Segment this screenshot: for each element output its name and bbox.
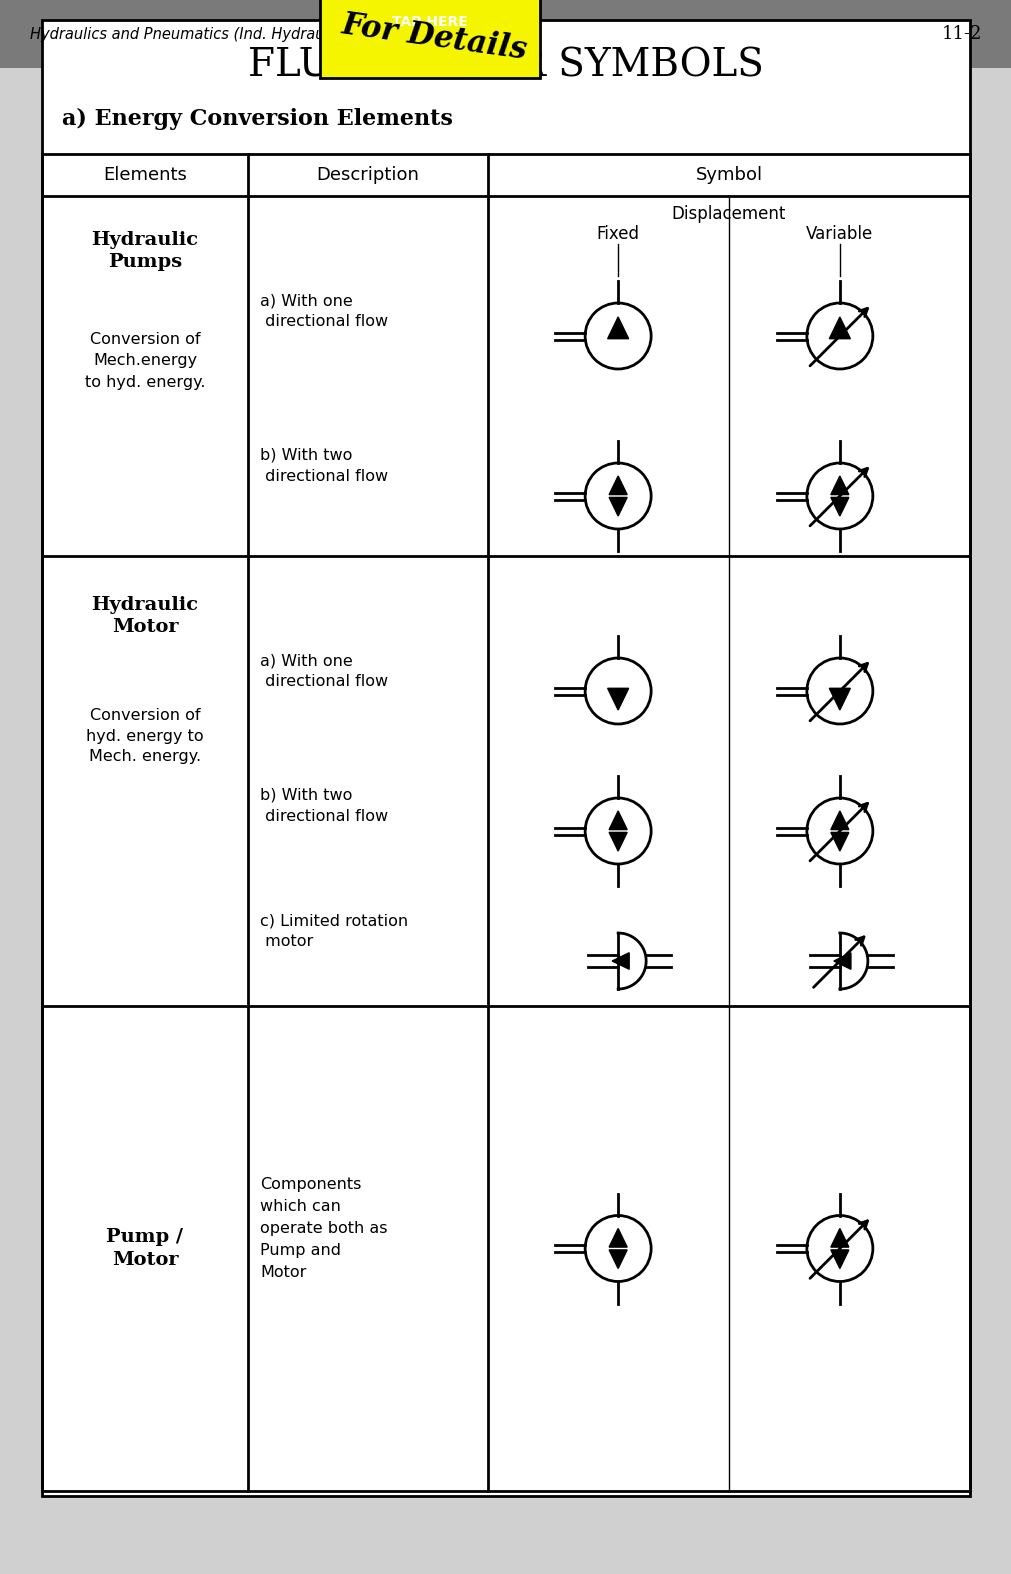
Polygon shape xyxy=(607,688,628,710)
Text: Hydraulics and Pneumatics (Ind. Hydraulics): Hydraulics and Pneumatics (Ind. Hydrauli… xyxy=(30,27,354,41)
Text: a) With one
 directional flow: a) With one directional flow xyxy=(260,293,388,329)
Circle shape xyxy=(806,304,872,368)
Bar xyxy=(0,0,1011,68)
Circle shape xyxy=(584,304,650,368)
Polygon shape xyxy=(609,1228,627,1247)
Polygon shape xyxy=(830,1228,848,1247)
Polygon shape xyxy=(609,475,627,494)
Polygon shape xyxy=(607,316,628,338)
Text: Pump /
Motor: Pump / Motor xyxy=(106,1228,183,1269)
Polygon shape xyxy=(830,497,848,516)
Text: Fixed: Fixed xyxy=(596,225,639,242)
Polygon shape xyxy=(612,952,629,970)
Text: Elements: Elements xyxy=(103,165,187,184)
Circle shape xyxy=(584,1215,650,1281)
Circle shape xyxy=(584,658,650,724)
Text: Conversion of
Mech.energy
to hyd. energy.: Conversion of Mech.energy to hyd. energy… xyxy=(85,332,205,389)
Text: c) Limited rotation
 motor: c) Limited rotation motor xyxy=(260,913,407,949)
Text: Symbol: Symbol xyxy=(695,165,762,184)
Polygon shape xyxy=(829,316,849,338)
Text: Description: Description xyxy=(316,165,419,184)
Text: Displacement: Displacement xyxy=(671,205,786,224)
Polygon shape xyxy=(609,811,627,829)
Text: b) With two
 directional flow: b) With two directional flow xyxy=(260,449,388,483)
Text: Components
which can
operate both as
Pump and
Motor: Components which can operate both as Pum… xyxy=(260,1177,387,1280)
Polygon shape xyxy=(829,688,849,710)
Polygon shape xyxy=(609,833,627,852)
Circle shape xyxy=(806,658,872,724)
Text: FLUID POWER SYMBOLS: FLUID POWER SYMBOLS xyxy=(248,47,763,85)
Text: Hydraulic
Pumps: Hydraulic Pumps xyxy=(91,231,198,271)
Polygon shape xyxy=(830,811,848,829)
Bar xyxy=(42,154,969,1491)
Circle shape xyxy=(584,798,650,864)
Text: Hydraulic
Motor: Hydraulic Motor xyxy=(91,597,198,636)
Polygon shape xyxy=(833,952,850,970)
Circle shape xyxy=(806,463,872,529)
Circle shape xyxy=(806,1215,872,1281)
Text: Conversion of
hyd. energy to
Mech. energy.: Conversion of hyd. energy to Mech. energ… xyxy=(86,707,203,765)
Text: Variable: Variable xyxy=(806,225,872,242)
Text: a) With one
 directional flow: a) With one directional flow xyxy=(260,653,388,689)
Text: b) With two
 directional flow: b) With two directional flow xyxy=(260,789,388,825)
Polygon shape xyxy=(830,1250,848,1269)
Polygon shape xyxy=(609,497,627,516)
Polygon shape xyxy=(830,833,848,852)
Circle shape xyxy=(806,798,872,864)
Polygon shape xyxy=(609,1250,627,1269)
Circle shape xyxy=(584,463,650,529)
Text: 11-2: 11-2 xyxy=(940,25,981,42)
FancyBboxPatch shape xyxy=(319,0,540,79)
Text: TAP HERE: TAP HERE xyxy=(391,16,467,28)
Polygon shape xyxy=(830,475,848,494)
Text: a) Energy Conversion Elements: a) Energy Conversion Elements xyxy=(62,109,453,131)
Text: For Details: For Details xyxy=(340,9,530,66)
